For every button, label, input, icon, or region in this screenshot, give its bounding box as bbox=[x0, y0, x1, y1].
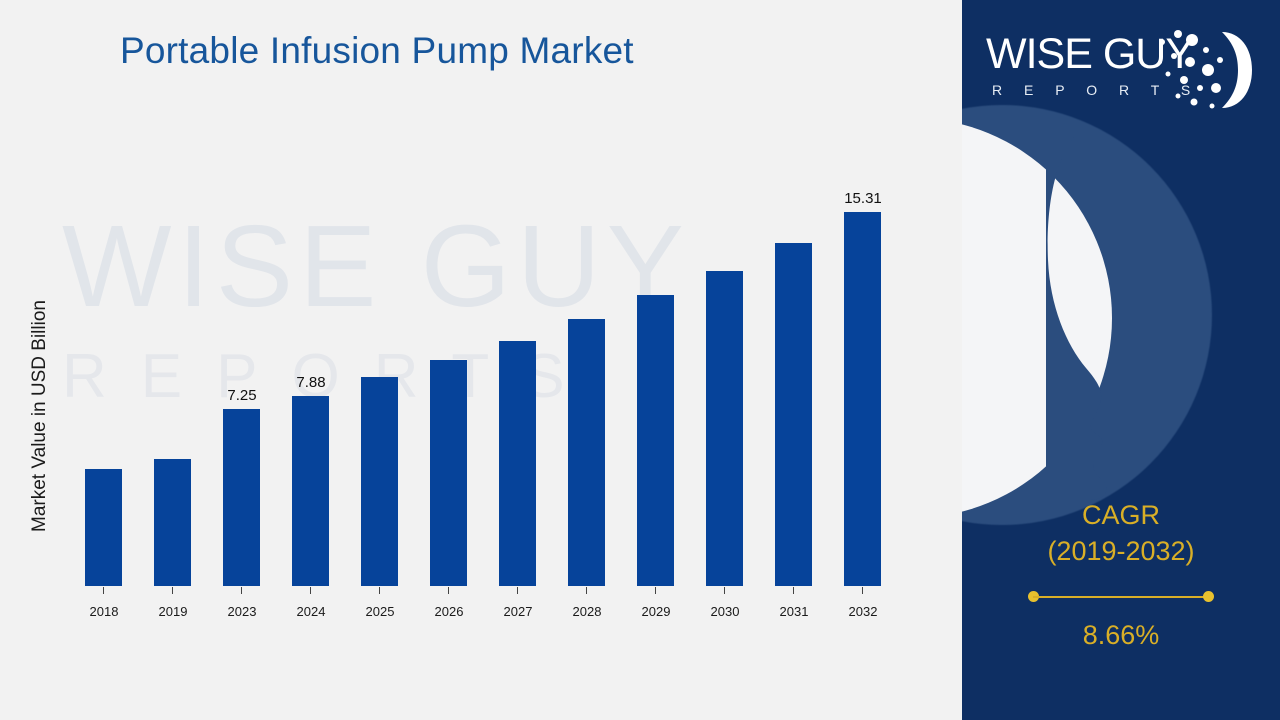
logo-wordmark: WISE GUY bbox=[986, 30, 1194, 78]
x-axis-tick bbox=[241, 587, 242, 594]
bar-value-label-2032: 15.31 bbox=[844, 190, 882, 207]
divider-line bbox=[1033, 596, 1209, 598]
x-axis-label-2028: 2028 bbox=[572, 604, 602, 619]
bar-group: 2028 bbox=[568, 120, 605, 619]
cagr-label: CAGR bbox=[1081, 500, 1160, 530]
x-axis-tick bbox=[310, 587, 311, 594]
x-axis-tick bbox=[655, 587, 656, 594]
x-axis-label-2027: 2027 bbox=[503, 604, 533, 619]
bar-2028 bbox=[568, 319, 605, 586]
bar-group: 2031 bbox=[775, 120, 812, 619]
chart-panel: Portable Infusion Pump Market WISE GUY R… bbox=[29, 30, 902, 619]
brand-panel: WISE GUY R E P O R T S bbox=[962, 0, 1280, 720]
x-axis-tick bbox=[862, 587, 863, 594]
bar-group: 7.88 2024 bbox=[292, 120, 329, 619]
bar-2030 bbox=[706, 271, 743, 586]
bar-2026 bbox=[430, 360, 467, 586]
x-axis-tick bbox=[448, 587, 449, 594]
y-axis-title: Market Value in USD Billion bbox=[29, 300, 50, 532]
x-axis-label-2030: 2030 bbox=[710, 604, 740, 619]
bar-2025 bbox=[361, 377, 398, 586]
x-axis-label-2032: 2032 bbox=[848, 604, 878, 619]
divider-dot-right bbox=[1203, 591, 1214, 603]
bar-group: 2025 bbox=[361, 120, 398, 619]
bar-group: 15.31 2032 bbox=[844, 120, 882, 619]
bar-2032 bbox=[844, 212, 881, 586]
bar-value-label-2024: 7.88 bbox=[296, 374, 326, 391]
bar-2018 bbox=[85, 469, 122, 586]
x-axis-tick bbox=[103, 587, 104, 594]
bar-group: 7.25 2023 bbox=[223, 120, 260, 619]
x-axis-tick bbox=[793, 587, 794, 594]
bar-group: 2029 bbox=[637, 120, 674, 619]
logo-dots-icon bbox=[1158, 30, 1252, 109]
logo-subword: R E P O R T S bbox=[992, 82, 1200, 98]
x-axis-tick bbox=[172, 587, 173, 594]
head-profile-icon bbox=[1046, 130, 1107, 500]
cagr-block: CAGR (2019-2032) 8.66% bbox=[962, 498, 1280, 651]
bar-value-label-2023: 7.25 bbox=[227, 387, 257, 404]
x-axis-tick bbox=[517, 587, 518, 594]
bar-group: 2027 bbox=[499, 120, 536, 619]
bar-2023 bbox=[223, 409, 260, 586]
x-axis-label-2025: 2025 bbox=[365, 604, 395, 619]
page-title: Portable Infusion Pump Market bbox=[120, 30, 634, 71]
x-axis-tick bbox=[724, 587, 725, 594]
x-axis-label-2023: 2023 bbox=[227, 604, 257, 619]
bar-group: 2019 bbox=[154, 120, 191, 619]
x-axis-label-2018: 2018 bbox=[89, 604, 119, 619]
cagr-value: 8.66% bbox=[1082, 620, 1160, 651]
x-axis-label-2031: 2031 bbox=[779, 604, 809, 619]
bar-group: 2026 bbox=[430, 120, 467, 619]
plot-area: 2018 2019 7.25 2023 7.88 2024 2025 2026 2027 2028… bbox=[62, 120, 902, 619]
x-axis-tick bbox=[586, 587, 587, 594]
x-axis-label-2024: 2024 bbox=[296, 604, 326, 619]
bar-2024 bbox=[292, 396, 329, 586]
cagr-divider bbox=[1028, 591, 1214, 603]
x-axis-label-2026: 2026 bbox=[434, 604, 464, 619]
bar-group: 2018 bbox=[85, 120, 122, 619]
bar-group: 2030 bbox=[706, 120, 743, 619]
cagr-period: (2019-2032) bbox=[1047, 535, 1195, 566]
x-axis-tick bbox=[379, 587, 380, 594]
logo: WISE GUY R E P O R T S bbox=[980, 26, 1262, 112]
bar-2027 bbox=[499, 341, 536, 586]
bar-2031 bbox=[775, 243, 812, 586]
bar-2029 bbox=[637, 295, 674, 586]
bar-2019 bbox=[154, 459, 191, 586]
x-axis-label-2029: 2029 bbox=[641, 604, 671, 619]
x-axis-label-2019: 2019 bbox=[158, 604, 188, 619]
